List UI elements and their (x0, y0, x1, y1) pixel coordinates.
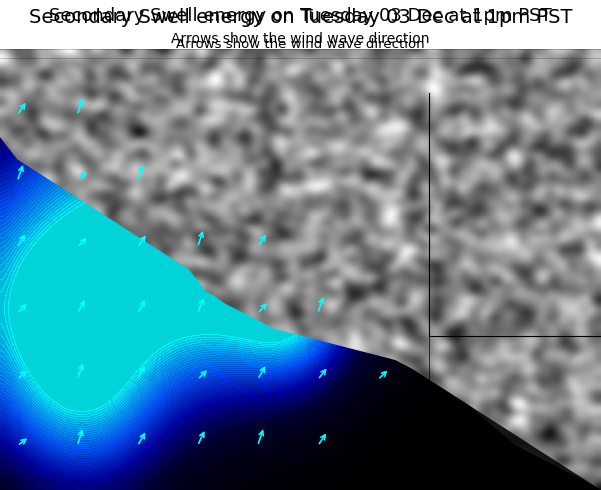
Text: Secondary Swell energy on Tuesday 03 Dec at 1pm PST: Secondary Swell energy on Tuesday 03 Dec… (29, 8, 572, 26)
Text: Secondary Swell energy on Tuesday 03 Dec at 1pm PST: Secondary Swell energy on Tuesday 03 Dec… (49, 7, 552, 25)
Text: Arrows show the wind wave direction: Arrows show the wind wave direction (176, 38, 425, 50)
Polygon shape (0, 49, 395, 490)
Text: Arrows show the wind wave direction: Arrows show the wind wave direction (171, 32, 430, 46)
Polygon shape (0, 49, 601, 490)
